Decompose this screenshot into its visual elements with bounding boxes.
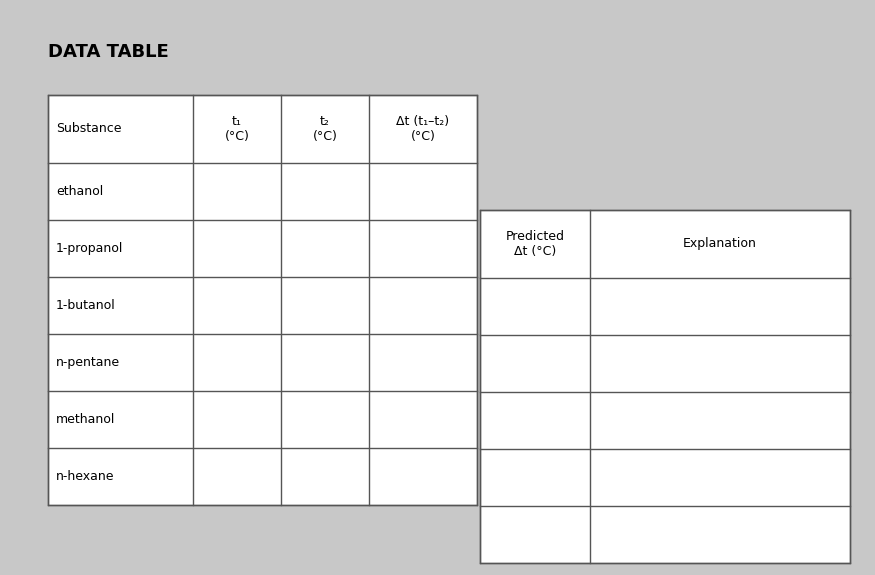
Text: t₁
(°C): t₁ (°C) [225, 115, 249, 143]
Text: n-hexane: n-hexane [56, 470, 115, 483]
Bar [48, 95, 477, 505]
Text: methanol: methanol [56, 413, 116, 426]
Text: Δt (t₁–t₂)
(°C): Δt (t₁–t₂) (°C) [396, 115, 450, 143]
Text: n-pentane: n-pentane [56, 356, 120, 369]
Bar [480, 210, 850, 563]
Text: t₂
(°C): t₂ (°C) [312, 115, 338, 143]
Text: 1-butanol: 1-butanol [56, 299, 116, 312]
Text: Substance: Substance [56, 122, 122, 136]
Text: ethanol: ethanol [56, 185, 103, 198]
Text: DATA TABLE: DATA TABLE [48, 43, 169, 61]
Text: 1-propanol: 1-propanol [56, 242, 123, 255]
Text: Predicted
Δt (°C): Predicted Δt (°C) [506, 230, 564, 258]
Text: Explanation: Explanation [683, 237, 757, 251]
